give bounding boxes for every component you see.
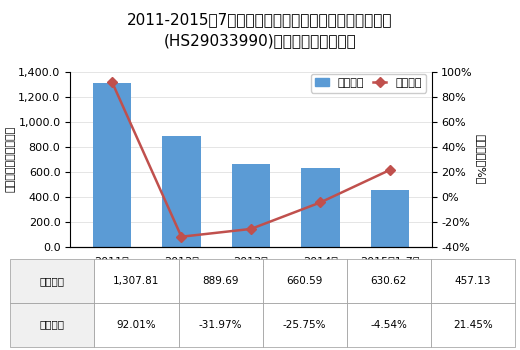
- Y-axis label: 同比增长（%）: 同比增长（%）: [476, 134, 486, 184]
- Text: (HS29033990)出口总额及增速统计: (HS29033990)出口总额及增速统计: [164, 33, 356, 48]
- Bar: [301, 168, 340, 247]
- Legend: 出口金额, 同比增长: 出口金额, 同比增长: [311, 74, 426, 93]
- Bar: [93, 83, 131, 247]
- Text: 2011-2015年7月其他无环烃的氟化、渴化或碰化衍生物: 2011-2015年7月其他无环烃的氟化、渴化或碰化衍生物: [127, 12, 393, 27]
- Bar: [162, 135, 201, 247]
- Bar: [371, 190, 409, 247]
- Y-axis label: 出口金额（百万美元）: 出口金额（百万美元）: [5, 126, 16, 192]
- Bar: [232, 164, 270, 247]
